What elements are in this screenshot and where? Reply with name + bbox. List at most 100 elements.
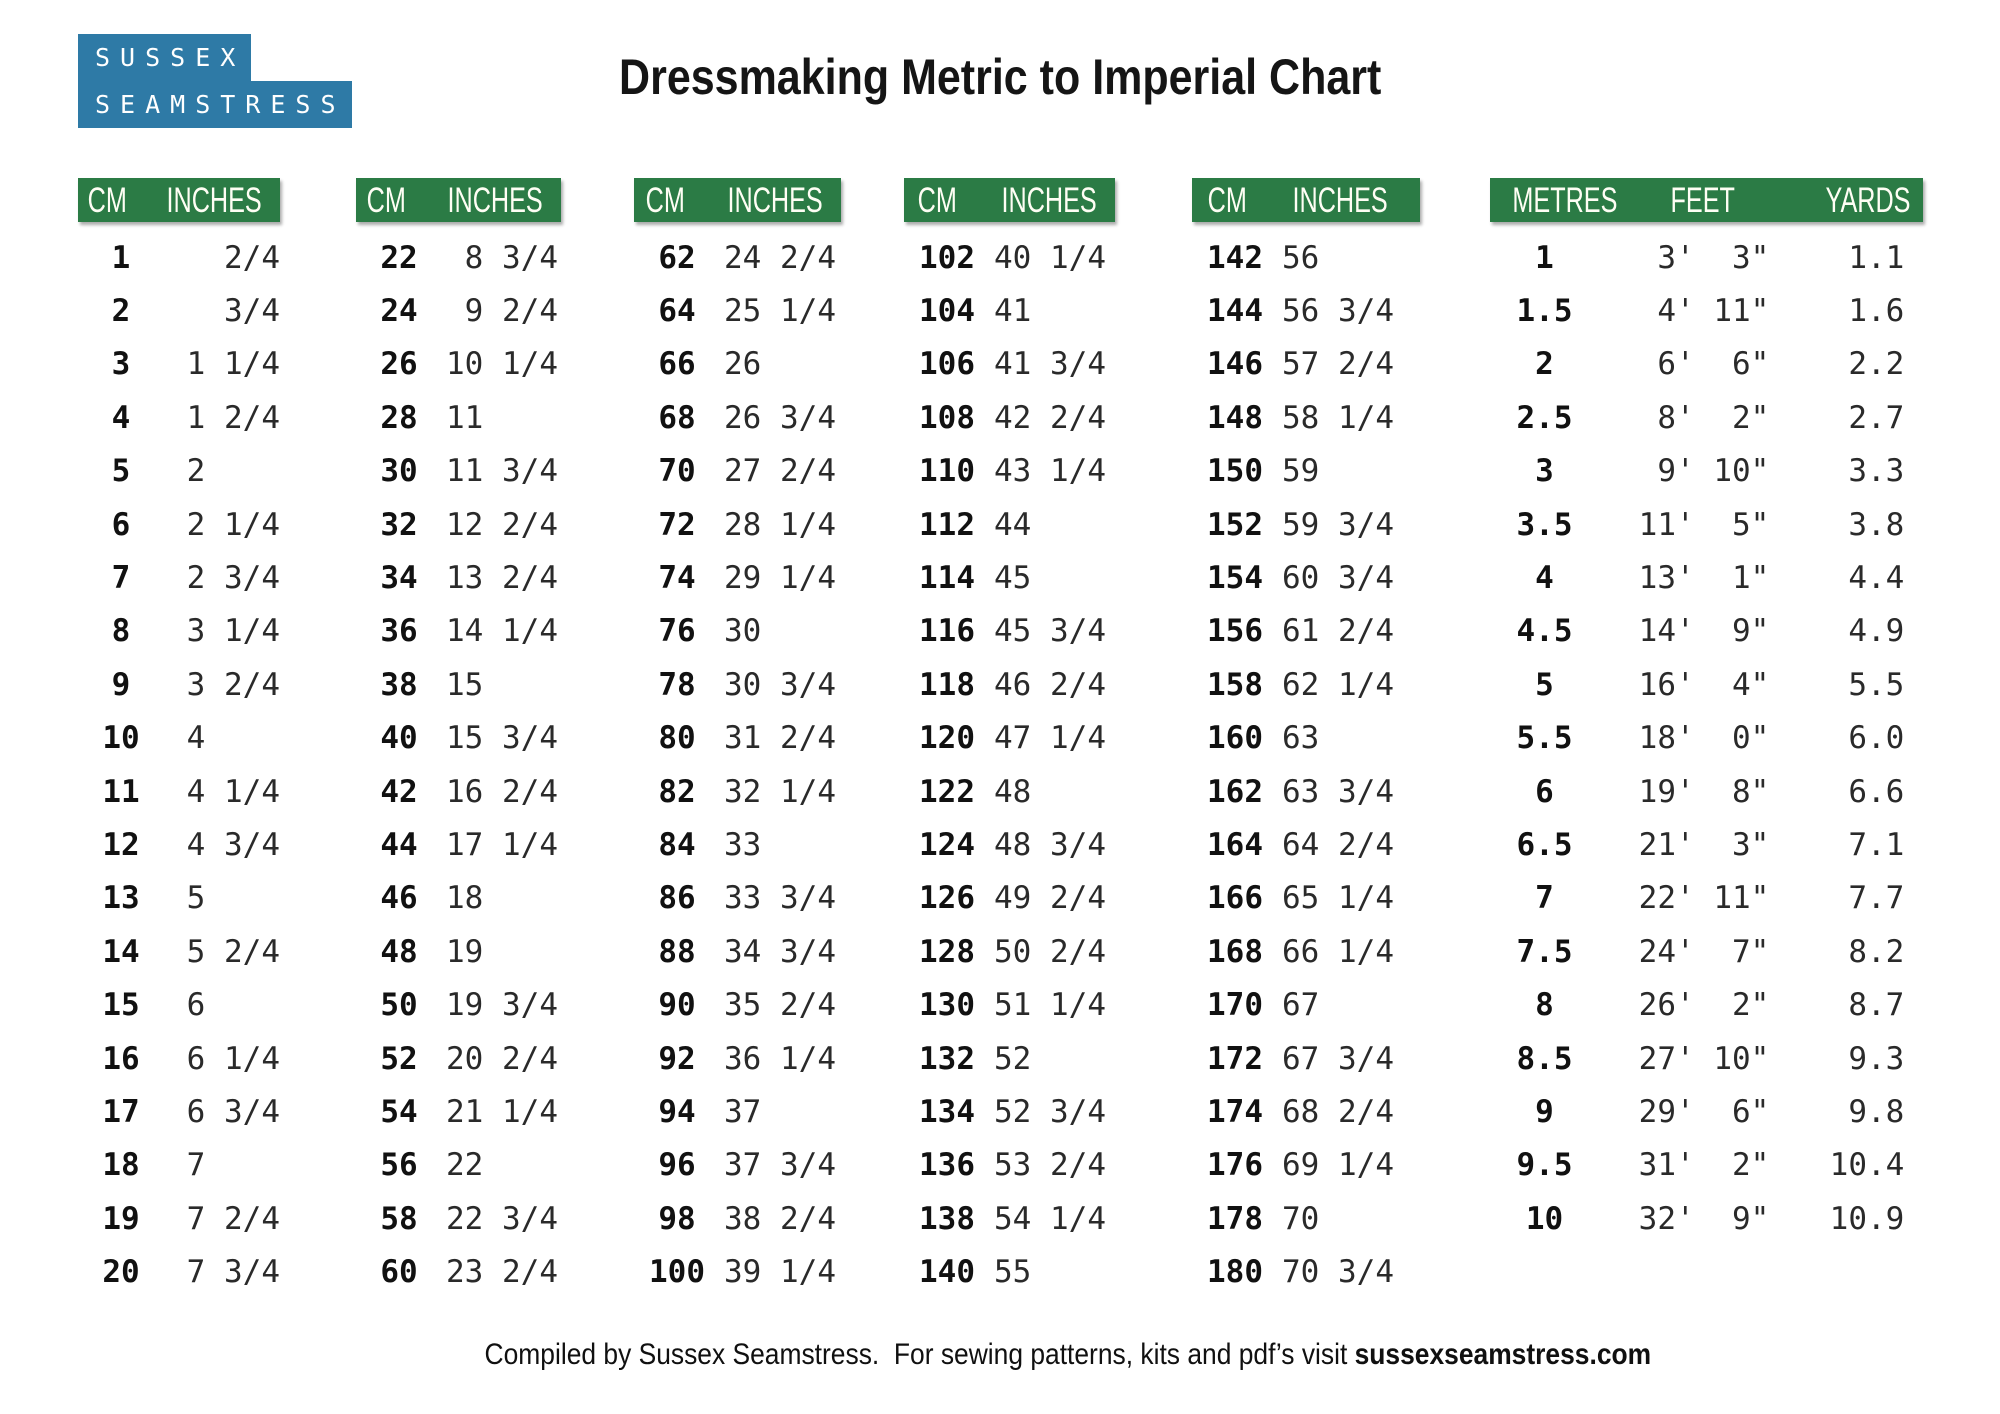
inches-value: 19 3/4 (446, 987, 558, 1024)
table-header: METRES FEET YARDS (1490, 178, 1923, 222)
yards-value: 8.7 (1829, 987, 1905, 1024)
table-row: 8 3 1/4 (78, 605, 280, 658)
cm-value: 120 (919, 720, 975, 757)
metres-value: 8 (1535, 987, 1554, 1024)
cm-column-header: CM (356, 183, 417, 218)
cm-value: 100 (649, 1254, 705, 1291)
inches-value: 63 3/4 (1282, 773, 1394, 810)
inches-value: 27 2/4 (724, 453, 836, 490)
metres-value: 8.5 (1516, 1040, 1573, 1077)
cm-value: 38 (380, 666, 418, 703)
cm-value: 156 (1207, 613, 1263, 650)
header-label: CM (645, 180, 685, 220)
metres-value: 2.5 (1516, 399, 1573, 436)
inches-value: 61 2/4 (1282, 613, 1394, 650)
feet-column-header: FEET (1597, 183, 1809, 218)
cm-value: 52 (380, 1040, 418, 1077)
table-row: 26 10 1/4 (356, 338, 561, 391)
table-row: 54 21 1/4 (356, 1085, 561, 1138)
inches-value: 50 2/4 (994, 933, 1106, 970)
inches-value: 1 1/4 (168, 346, 280, 383)
cm-value: 60 (380, 1254, 418, 1291)
header-label: YARDS (1825, 180, 1911, 220)
inches-value: 3 1/4 (168, 613, 280, 650)
inches-value: 46 2/4 (994, 666, 1106, 703)
inches-column-header: INCHES (983, 183, 1115, 218)
feet-value: 9' 10" (1638, 453, 1770, 490)
table-row: 1.5 4' 11" 1.6 (1490, 284, 1923, 337)
metres-value: 4.5 (1516, 613, 1573, 650)
table-header: CM INCHES (634, 178, 841, 222)
table-row: 94 37 (634, 1085, 841, 1138)
inches-value: 52 (994, 1040, 1032, 1077)
metres-column-header: METRES (1492, 183, 1617, 218)
table-row: 100 39 1/4 (634, 1245, 841, 1298)
feet-value: 19' 8" (1638, 773, 1770, 810)
table-row: 132 52 (904, 1032, 1115, 1085)
cm-value: 90 (658, 987, 696, 1024)
cm-value: 154 (1207, 560, 1263, 597)
table-row: 78 30 3/4 (634, 658, 841, 711)
cm-value: 98 (658, 1200, 696, 1237)
table-row: 7 2 3/4 (78, 551, 280, 604)
cm-value: 54 (380, 1093, 418, 1130)
cm-value: 176 (1207, 1147, 1263, 1184)
inches-value: 67 3/4 (1282, 1040, 1394, 1077)
yards-value: 9.3 (1829, 1040, 1905, 1077)
inches-value: 65 1/4 (1282, 880, 1394, 917)
metres-table: METRES FEET YARDS 1 3' 3" 1.1 1.5 4' 11" 1.6… (1490, 178, 1923, 1245)
table-row: 142 56 (1192, 231, 1420, 284)
inches-value: 37 3/4 (724, 1147, 836, 1184)
table-row: 82 32 1/4 (634, 765, 841, 818)
cm-value: 158 (1207, 666, 1263, 703)
cm-value: 28 (380, 399, 418, 436)
table-row: 172 67 3/4 (1192, 1032, 1420, 1085)
table-row: 9 29' 6" 9.8 (1490, 1085, 1923, 1138)
cm-value: 128 (919, 933, 975, 970)
inches-value: 41 3/4 (994, 346, 1106, 383)
feet-value: 14' 9" (1638, 613, 1770, 650)
yards-column-header: YARDS (1809, 183, 1921, 218)
table-row: 124 48 3/4 (904, 818, 1115, 871)
table-row: 20 7 3/4 (78, 1245, 280, 1298)
table-row: 138 54 1/4 (904, 1192, 1115, 1245)
inches-value: 52 3/4 (994, 1093, 1106, 1130)
yards-value: 3.3 (1829, 453, 1905, 490)
cm-column-header: CM (1192, 183, 1262, 218)
cm-value: 92 (658, 1040, 696, 1077)
table-row: 15 6 (78, 978, 280, 1031)
cm-value: 26 (380, 346, 418, 383)
inches-value: 44 (994, 506, 1032, 543)
cm-value: 142 (1207, 239, 1263, 276)
feet-value: 13' 1" (1638, 560, 1770, 597)
cm-value: 130 (919, 987, 975, 1024)
cm-value: 76 (658, 613, 696, 650)
cm-value: 17 (102, 1093, 140, 1130)
inches-value: 34 3/4 (724, 933, 836, 970)
cm-column-header: CM (904, 183, 971, 218)
cm-value: 108 (919, 399, 975, 436)
table-row: 19 7 2/4 (78, 1192, 280, 1245)
feet-value: 26' 2" (1638, 987, 1770, 1024)
cm-value: 24 (380, 293, 418, 330)
cm-value: 64 (658, 293, 696, 330)
yards-value: 7.1 (1829, 826, 1905, 863)
table-row: 6 2 1/4 (78, 498, 280, 551)
cm-value: 114 (919, 560, 975, 597)
inches-value: 42 2/4 (994, 399, 1106, 436)
cm-value: 58 (380, 1200, 418, 1237)
inches-value: 2 (168, 453, 206, 490)
cm-value: 16 (102, 1040, 140, 1077)
cm-value: 126 (919, 880, 975, 917)
inches-value: 30 3/4 (724, 666, 836, 703)
header-label: INCHES (1001, 180, 1097, 220)
feet-value: 3' 3" (1638, 239, 1770, 276)
table-row: 7 22' 11" 7.7 (1490, 872, 1923, 925)
table-row: 130 51 1/4 (904, 978, 1115, 1031)
inches-value: 67 (1282, 987, 1320, 1024)
table-row: 178 70 (1192, 1192, 1420, 1245)
inches-value: 6 3/4 (168, 1093, 280, 1130)
inches-value: 32 1/4 (724, 773, 836, 810)
yards-value: 8.2 (1829, 933, 1905, 970)
